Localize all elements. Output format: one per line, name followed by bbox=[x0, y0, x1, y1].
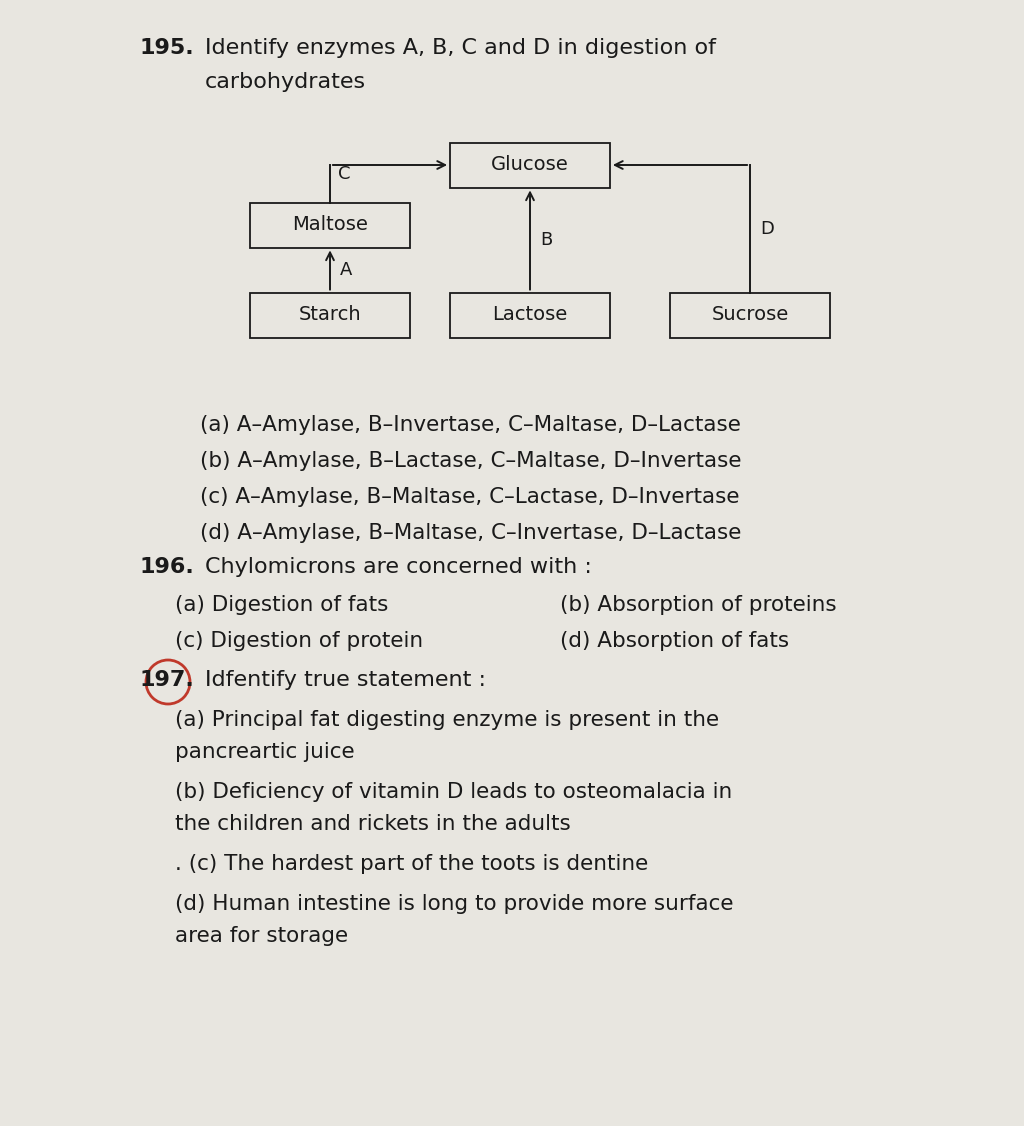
Text: B: B bbox=[540, 231, 552, 249]
Bar bbox=[670, 293, 830, 338]
Text: (a) A–Amylase, B–Invertase, C–Maltase, D–Lactase: (a) A–Amylase, B–Invertase, C–Maltase, D… bbox=[200, 415, 741, 435]
Text: Identify enzymes A, B, C and D in digestion of: Identify enzymes A, B, C and D in digest… bbox=[205, 38, 716, 59]
Text: C: C bbox=[338, 164, 350, 182]
Text: (d) A–Amylase, B–Maltase, C–Invertase, D–Lactase: (d) A–Amylase, B–Maltase, C–Invertase, D… bbox=[200, 522, 741, 543]
Text: D: D bbox=[760, 220, 774, 238]
Text: area for storage: area for storage bbox=[175, 926, 348, 946]
Text: Sucrose: Sucrose bbox=[712, 305, 788, 324]
Text: Starch: Starch bbox=[299, 305, 361, 324]
Text: . (c) The hardest part of the toots is dentine: . (c) The hardest part of the toots is d… bbox=[175, 854, 648, 874]
Text: (a) Digestion of fats: (a) Digestion of fats bbox=[175, 595, 388, 615]
Text: (c) A–Amylase, B–Maltase, C–Lactase, D–Invertase: (c) A–Amylase, B–Maltase, C–Lactase, D–I… bbox=[200, 488, 739, 507]
Text: pancreartic juice: pancreartic juice bbox=[175, 742, 354, 762]
Bar bbox=[450, 293, 610, 338]
Bar bbox=[450, 143, 610, 188]
Text: A: A bbox=[340, 261, 352, 279]
Bar bbox=[250, 203, 410, 248]
Text: (c) Digestion of protein: (c) Digestion of protein bbox=[175, 631, 423, 651]
Text: (b) A–Amylase, B–Lactase, C–Maltase, D–Invertase: (b) A–Amylase, B–Lactase, C–Maltase, D–I… bbox=[200, 452, 741, 471]
Text: Idfentify true statement :: Idfentify true statement : bbox=[205, 670, 486, 690]
Text: Glucose: Glucose bbox=[492, 155, 569, 175]
Text: Chylomicrons are concerned with :: Chylomicrons are concerned with : bbox=[205, 557, 592, 577]
Text: (b) Deficiency of vitamin D leads to osteomalacia in: (b) Deficiency of vitamin D leads to ost… bbox=[175, 781, 732, 802]
Text: Maltose: Maltose bbox=[292, 215, 368, 234]
Text: (b) Absorption of proteins: (b) Absorption of proteins bbox=[560, 595, 837, 615]
Text: 197.: 197. bbox=[140, 670, 195, 690]
Text: Lactose: Lactose bbox=[493, 305, 567, 324]
Text: 196.: 196. bbox=[140, 557, 195, 577]
Bar bbox=[250, 293, 410, 338]
Text: (d) Human intestine is long to provide more surface: (d) Human intestine is long to provide m… bbox=[175, 894, 733, 914]
Text: 195.: 195. bbox=[140, 38, 195, 59]
Text: (a) Principal fat digesting enzyme is present in the: (a) Principal fat digesting enzyme is pr… bbox=[175, 711, 719, 730]
Text: (d) Absorption of fats: (d) Absorption of fats bbox=[560, 631, 790, 651]
Text: the children and rickets in the adults: the children and rickets in the adults bbox=[175, 814, 570, 834]
Text: carbohydrates: carbohydrates bbox=[205, 72, 367, 92]
